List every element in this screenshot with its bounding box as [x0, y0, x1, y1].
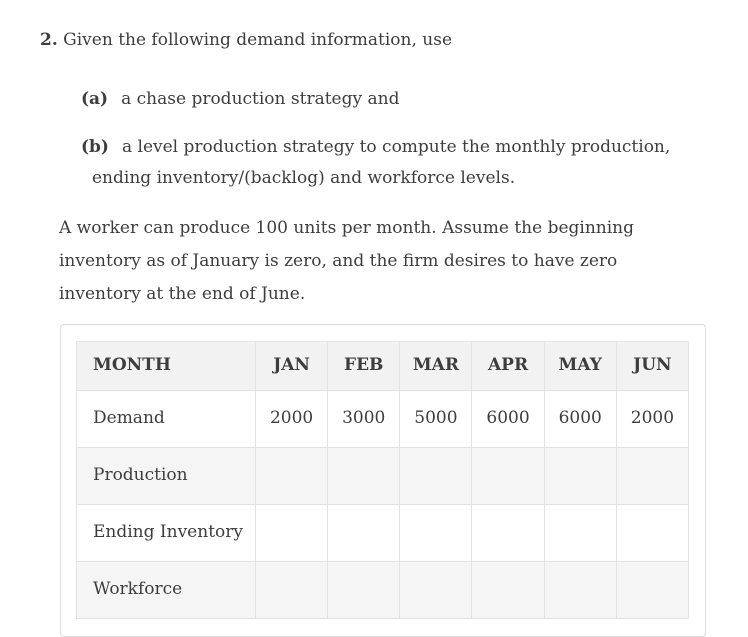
demand-table: MONTH JAN FEB MAR APR MAY JUN Demand 200… [76, 341, 690, 619]
column-header-jun: JUN [615, 341, 690, 391]
list-item-a-text: a chase production strategy and [121, 89, 400, 109]
problem-intro: 2. Given the following demand informatio… [40, 28, 748, 52]
header-row: MONTH JAN FEB MAR APR MAY JUN [76, 341, 690, 391]
list-marker-b: (b) [81, 137, 109, 157]
cell-production-mar [399, 447, 473, 505]
note-paragraph: A worker can produce 100 units per month… [59, 218, 634, 304]
table-row-production: Production [76, 447, 690, 505]
list-marker-a: (a) [81, 89, 109, 109]
problem-intro-text: Given the following demand information, … [63, 30, 453, 50]
cell-workforce-jan [254, 561, 329, 619]
table-row-workforce: Workforce [76, 561, 690, 619]
row-label-demand: Demand [76, 390, 256, 448]
list-item-b: (b) a level production strategy to comput… [81, 132, 712, 194]
column-header-may: MAY [543, 341, 617, 391]
table-row-ending-inventory: Ending Inventory [76, 504, 690, 562]
cell-demand-jan: 2000 [254, 390, 329, 448]
cell-workforce-jun [615, 561, 690, 619]
cell-ending-inventory-may [543, 504, 617, 562]
cell-workforce-mar [399, 561, 473, 619]
column-header-feb: FEB [327, 341, 401, 391]
column-header-apr: APR [471, 341, 545, 391]
cell-production-apr [471, 447, 545, 505]
row-label-production: Production [76, 447, 256, 505]
cell-ending-inventory-feb [327, 504, 401, 562]
column-header-jan: JAN [254, 341, 329, 391]
cell-ending-inventory-jan [254, 504, 329, 562]
cell-workforce-apr [471, 561, 545, 619]
cell-demand-mar: 5000 [399, 390, 473, 448]
cell-workforce-may [543, 561, 617, 619]
cell-demand-jun: 2000 [615, 390, 690, 448]
cell-ending-inventory-mar [399, 504, 473, 562]
list-item-b-text: a level production strategy to compute t… [92, 137, 671, 188]
column-header-month: MONTH [76, 341, 256, 391]
column-header-mar: MAR [399, 341, 473, 391]
cell-ending-inventory-jun [615, 504, 690, 562]
problem-subparts: (a) a chase production strategy and (b) a … [81, 84, 748, 194]
cell-production-jan [254, 447, 329, 505]
row-label-ending-inventory: Ending Inventory [76, 504, 256, 562]
cell-demand-apr: 6000 [471, 390, 545, 448]
row-label-workforce: Workforce [76, 561, 256, 619]
cell-production-feb [327, 447, 401, 505]
cell-demand-may: 6000 [543, 390, 617, 448]
cell-workforce-feb [327, 561, 401, 619]
cell-production-jun [615, 447, 690, 505]
table-card: MONTH JAN FEB MAR APR MAY JUN Demand 200… [60, 324, 706, 637]
cell-production-may [543, 447, 617, 505]
problem-number: 2. [40, 30, 58, 50]
cell-demand-feb: 3000 [327, 390, 401, 448]
table-row-demand: Demand 2000 3000 5000 6000 6000 2000 [76, 390, 690, 448]
cell-ending-inventory-apr [471, 504, 545, 562]
list-item-a: (a) a chase production strategy and [81, 84, 712, 115]
